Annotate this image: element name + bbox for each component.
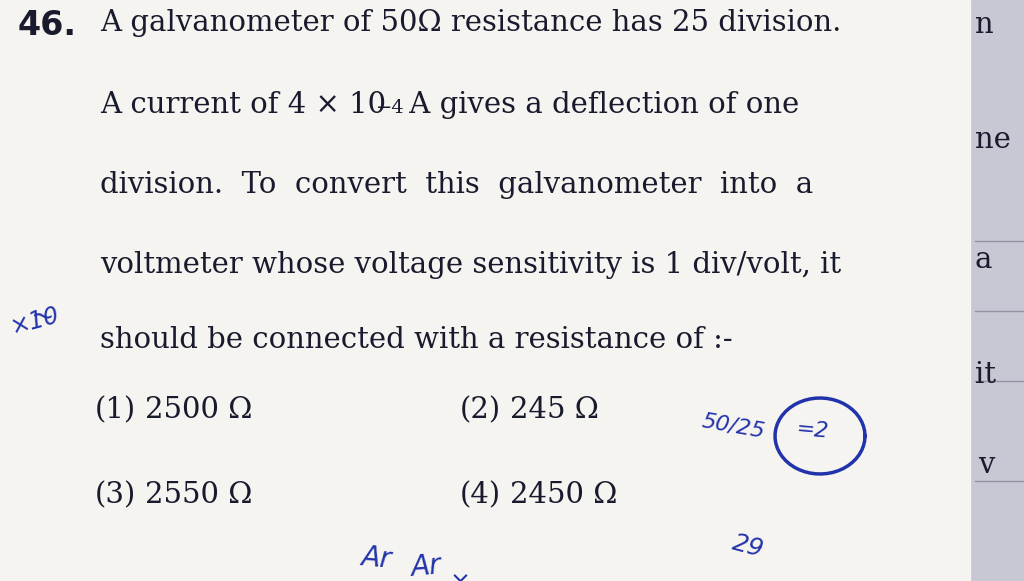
Text: 2550 Ω: 2550 Ω xyxy=(145,481,252,509)
Bar xyxy=(970,0,1024,581)
Text: (3): (3) xyxy=(95,481,136,509)
Text: v: v xyxy=(978,451,994,479)
Text: n: n xyxy=(975,11,993,39)
Text: ne: ne xyxy=(975,126,1011,154)
Text: −4: −4 xyxy=(376,99,404,117)
Text: Ar: Ar xyxy=(410,551,442,581)
Text: 245 Ω: 245 Ω xyxy=(510,396,599,424)
Text: Ar: Ar xyxy=(360,543,392,573)
Text: 2500 Ω: 2500 Ω xyxy=(145,396,252,424)
Text: (2): (2) xyxy=(460,396,501,424)
Text: 46.: 46. xyxy=(18,9,77,42)
Text: a: a xyxy=(975,246,992,274)
Text: 2450 Ω: 2450 Ω xyxy=(510,481,617,509)
Text: A gives a deflection of one: A gives a deflection of one xyxy=(400,91,800,119)
Text: should be connected with a resistance of :-: should be connected with a resistance of… xyxy=(100,326,732,354)
Text: (1): (1) xyxy=(95,396,136,424)
Text: (4): (4) xyxy=(460,481,501,509)
Text: voltmeter whose voltage sensitivity is 1 div/volt, it: voltmeter whose voltage sensitivity is 1… xyxy=(100,251,841,279)
Text: it: it xyxy=(975,361,996,389)
Text: ×: × xyxy=(450,571,471,581)
Text: division.  To  convert  this  galvanometer  into  a: division. To convert this galvanometer i… xyxy=(100,171,813,199)
Text: ×10: ×10 xyxy=(8,303,62,339)
Text: 29: 29 xyxy=(730,531,767,562)
Text: A current of 4 × 10: A current of 4 × 10 xyxy=(100,91,386,119)
Text: 50/25: 50/25 xyxy=(700,411,767,442)
Text: A galvanometer of 50Ω resistance has 25 division.: A galvanometer of 50Ω resistance has 25 … xyxy=(100,9,842,37)
Text: ∼: ∼ xyxy=(28,301,55,332)
Text: =2: =2 xyxy=(795,419,829,442)
